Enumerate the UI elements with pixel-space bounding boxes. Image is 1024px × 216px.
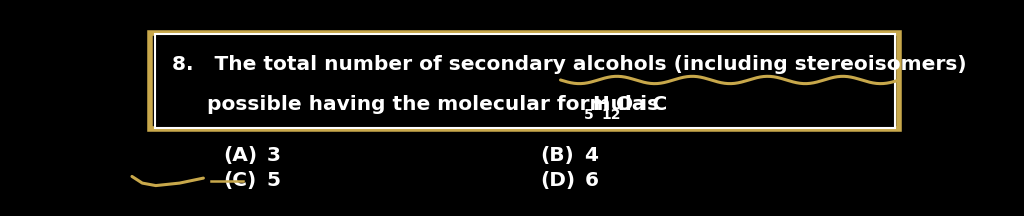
FancyBboxPatch shape (151, 33, 899, 129)
Text: 8.   The total number of secondary alcohols (including stereoisomers): 8. The total number of secondary alcohol… (172, 55, 967, 74)
Text: possible having the molecular formula C: possible having the molecular formula C (172, 95, 667, 114)
Text: (B): (B) (541, 146, 574, 165)
Text: 5: 5 (584, 108, 594, 122)
Text: 4: 4 (585, 146, 598, 165)
Text: (D): (D) (541, 171, 575, 190)
Text: 12: 12 (601, 108, 621, 122)
Text: 6: 6 (585, 171, 598, 190)
Text: 5: 5 (267, 171, 281, 190)
Text: (A): (A) (223, 146, 257, 165)
Text: H: H (592, 95, 608, 114)
Text: 3: 3 (267, 146, 281, 165)
Text: (C): (C) (223, 171, 256, 190)
Text: O is: O is (616, 95, 659, 114)
FancyBboxPatch shape (155, 33, 895, 128)
